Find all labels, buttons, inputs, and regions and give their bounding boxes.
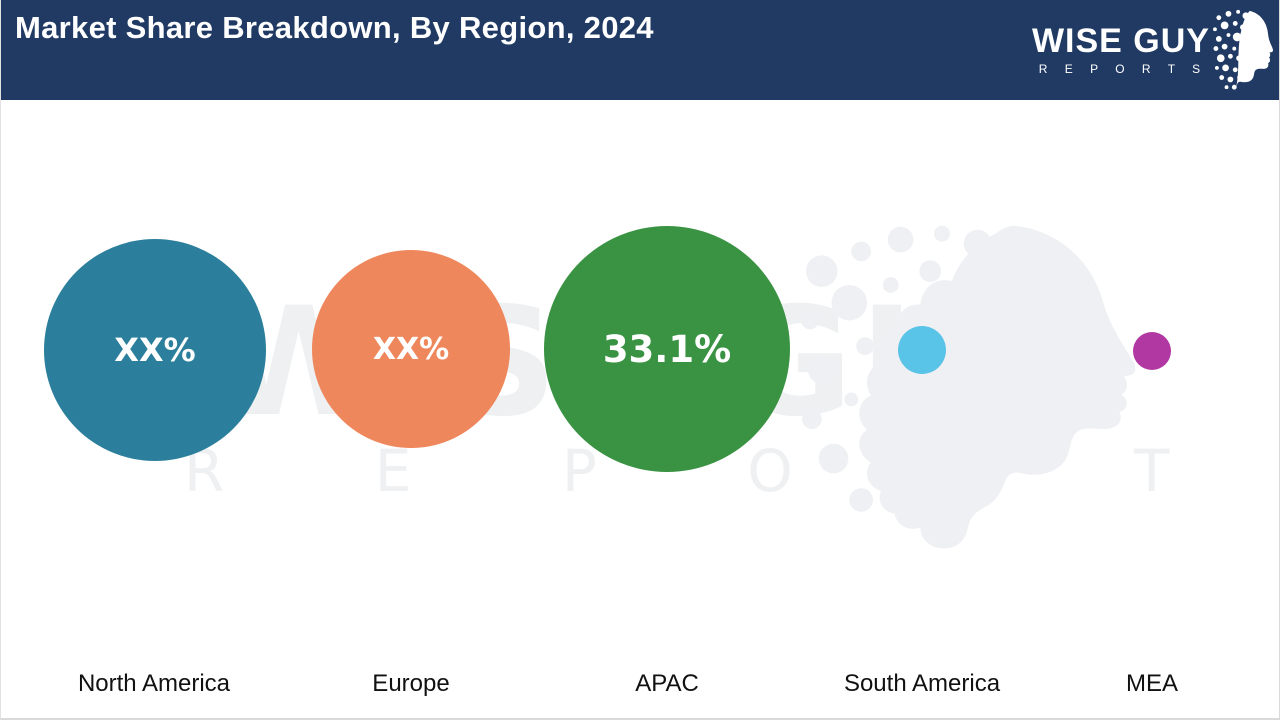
bubble-apac: 33.1%: [544, 226, 790, 472]
label-south-america: South America: [843, 670, 1001, 697]
bubble-mea: [1133, 332, 1171, 370]
watermark-head-graphic: [801, 225, 1136, 549]
label-north-america: North America: [77, 670, 231, 697]
bubble-value: XX%: [114, 331, 196, 369]
bubble-value: 33.1%: [602, 327, 732, 371]
page-title: Market Share Breakdown, By Region, 2024: [15, 10, 654, 45]
brand-logo: WISE GUY R E P O R T S: [1032, 4, 1273, 96]
bubble-south-america: [898, 326, 946, 374]
brand-head-icon: [1213, 9, 1273, 93]
label-mea: MEA: [1125, 670, 1179, 697]
bubble-value: XX%: [372, 331, 450, 367]
bubble-europe: XX%: [312, 250, 510, 448]
header-bar: Market Share Breakdown, By Region, 2024 …: [1, 0, 1279, 100]
brand-subtitle: R E P O R T S: [1038, 61, 1208, 76]
label-europe: Europe: [372, 670, 450, 697]
bubble-north-america: XX%: [44, 239, 266, 461]
brand-wordmark: WISE GUY: [1031, 22, 1210, 61]
brand-logo-text: WISE GUY R E P O R T S: [1031, 22, 1210, 76]
label-apac: APAC: [635, 670, 699, 697]
